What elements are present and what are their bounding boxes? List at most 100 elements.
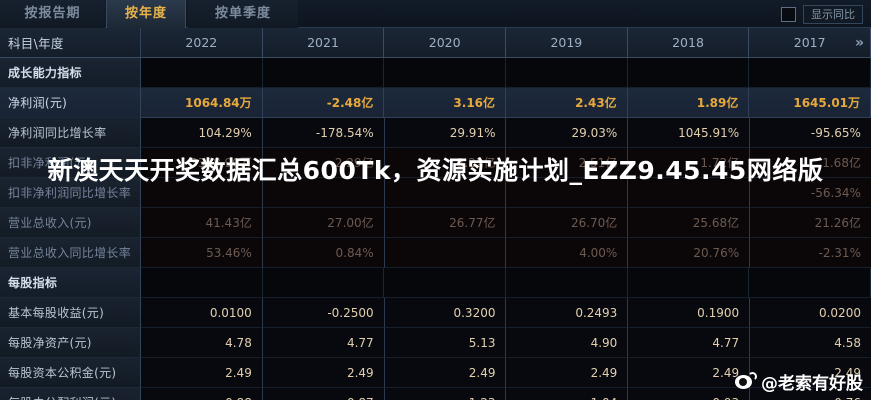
table-cell: 26.77亿 <box>384 208 507 238</box>
table-cell: 3.16亿 <box>384 88 507 118</box>
table-cell: 25.68亿 <box>628 208 751 238</box>
table-row: 扣非净利润(元) 3308.90万 -2.29亿 3.22亿 2.51亿 1.72亿 1.6… <box>0 148 871 178</box>
table-cell <box>384 268 507 298</box>
table-cell: 4.58 <box>750 328 871 358</box>
table-cell: -2.48亿 <box>262 88 385 118</box>
row-label[interactable]: 每股指标 <box>0 268 141 298</box>
table-cell: -95.65% <box>750 118 871 148</box>
table-corner-label: 科目\年度 <box>0 28 141 58</box>
watermark-handle: @老索有好股 <box>761 374 863 394</box>
table-row: 每股资本公积金(元) 2.49 2.49 2.49 2.49 2.49 2.49 <box>0 358 871 388</box>
column-header-year-2022[interactable]: 2022 <box>141 28 263 58</box>
table-cell: 1.89亿 <box>627 88 750 118</box>
table-cell: 2.51亿 <box>506 148 629 178</box>
table-cell: 0.3200 <box>384 298 507 328</box>
table-cell: 53.46% <box>141 238 263 268</box>
table-cell: -178.54% <box>262 118 385 148</box>
table-cell: 4.78 <box>141 328 263 358</box>
table-cell: 27.00亿 <box>262 208 385 238</box>
column-header-year-2021[interactable]: 2021 <box>262 28 385 58</box>
table-cell: 0.84% <box>262 238 385 268</box>
tab-by-year[interactable]: 按年度 <box>106 0 186 28</box>
row-label[interactable]: 营业总收入(元) <box>0 208 141 238</box>
table-row: 成长能力指标 <box>0 58 871 88</box>
column-header-year-2018[interactable]: 2018 <box>627 28 750 58</box>
table-cell: 0.0100 <box>141 298 263 328</box>
table-cell <box>749 268 871 298</box>
table-row: 净利润同比增长率 104.29% -178.54% 29.91% 29.03% 1045.… <box>0 118 871 148</box>
table-cell: -56.34% <box>750 178 871 208</box>
row-label[interactable]: 营业总收入同比增长率 <box>0 238 141 268</box>
row-label[interactable]: 每股资本公积金(元) <box>0 358 141 388</box>
table-cell: 1.68亿 <box>750 148 871 178</box>
table-cell <box>627 58 750 88</box>
show-yoy-control: 显示同比 <box>781 4 863 24</box>
table-cell <box>384 178 507 208</box>
table-cell <box>141 268 263 298</box>
row-label[interactable]: 扣非净利润(元) <box>0 148 141 178</box>
table-cell <box>384 238 507 268</box>
table-cell <box>384 58 507 88</box>
row-label[interactable]: 基本每股收益(元) <box>0 298 141 328</box>
table-cell <box>262 268 385 298</box>
table-cell: 104.29% <box>141 118 263 148</box>
table-cell: 29.91% <box>384 118 507 148</box>
table-cell <box>506 178 629 208</box>
table-cell <box>749 58 871 88</box>
table-cell: 0.87 <box>263 388 385 400</box>
table-row: 净利润(元) 1064.84万 -2.48亿 3.16亿 2.43亿 1.89亿 1645.… <box>0 88 871 118</box>
table-cell: 4.77 <box>628 328 751 358</box>
tab-by-single-quarter[interactable]: 按单季度 <box>188 0 298 28</box>
table-cell: 2.49 <box>506 358 629 388</box>
weibo-icon <box>735 372 757 391</box>
row-label[interactable]: 净利润(元) <box>0 88 141 118</box>
table-row: 每股未分配利润(元)0.880.871.231.040.930.76 <box>0 388 871 400</box>
table-cell: 0.0200 <box>750 298 871 328</box>
table-cell: 0.93 <box>628 388 751 400</box>
table-cell: 3308.90万 <box>141 148 263 178</box>
table-cell: 4.77 <box>262 328 385 358</box>
row-label[interactable]: 每股未分配利润(元) <box>0 388 141 400</box>
column-header-year-2019[interactable]: 2019 <box>506 28 628 58</box>
overlay-title: 新澳天天开奖数据汇总600Tk，资源实施计划_EZZ9.45.45网络版 <box>47 156 824 185</box>
table-row: 每股指标 <box>0 268 871 298</box>
table-cell: -2.31% <box>750 238 871 268</box>
row-label[interactable]: 成长能力指标 <box>0 58 141 88</box>
table-cell: 2.49 <box>262 358 385 388</box>
table-cell: 20.76% <box>628 238 751 268</box>
table-row: 营业总收入同比增长率 53.46% 0.84% 4.00% 20.76% -2.31% <box>0 238 871 268</box>
table-cell: 1645.01万 <box>749 88 871 118</box>
table-cell: 4.90 <box>506 328 629 358</box>
column-header-year-2020[interactable]: 2020 <box>384 28 507 58</box>
table-cell: 4.00% <box>506 238 629 268</box>
table-cell: 2.49 <box>750 358 871 388</box>
chevron-double-right-icon[interactable]: » <box>854 34 865 51</box>
table-cell <box>141 178 263 208</box>
table-cell: 21.26亿 <box>750 208 871 238</box>
table-row: 每股净资产(元) 4.78 4.77 5.13 4.90 4.77 4.58 <box>0 328 871 358</box>
table-cell <box>628 178 751 208</box>
table-cell: 1.72亿 <box>628 148 751 178</box>
table-cell: 41.43亿 <box>141 208 263 238</box>
tab-by-report-period[interactable]: 按报告期 <box>0 0 105 28</box>
financial-data-table: 科目\年度 2022 2021 2020 2019 2018 2017» 成长能力指标 净利润(… <box>0 28 871 400</box>
table-cell <box>262 178 385 208</box>
show-yoy-label[interactable]: 显示同比 <box>803 4 863 24</box>
table-row: 扣非净利润同比增长率 -56.34% <box>0 178 871 208</box>
show-yoy-checkbox[interactable] <box>781 6 796 22</box>
table-cell <box>506 268 628 298</box>
table-cell: 5.13 <box>384 328 507 358</box>
row-label[interactable]: 每股净资产(元) <box>0 328 141 358</box>
row-label[interactable]: 扣非净利润同比增长率 <box>0 178 141 208</box>
table-cell: 0.76 <box>750 388 871 400</box>
table-cell <box>506 58 628 88</box>
tab-bar: 按报告期 按年度 按单季度 显示同比 <box>0 0 871 28</box>
row-label[interactable]: 净利润同比增长率 <box>0 118 141 148</box>
column-header-year-2017[interactable]: 2017» <box>749 28 871 58</box>
table-cell: 1.04 <box>506 388 629 400</box>
table-header-row: 科目\年度 2022 2021 2020 2019 2018 2017» <box>0 28 871 58</box>
table-cell: 0.88 <box>141 388 263 400</box>
table-cell: 2.49 <box>141 358 263 388</box>
table-cell: 0.2493 <box>506 298 629 328</box>
